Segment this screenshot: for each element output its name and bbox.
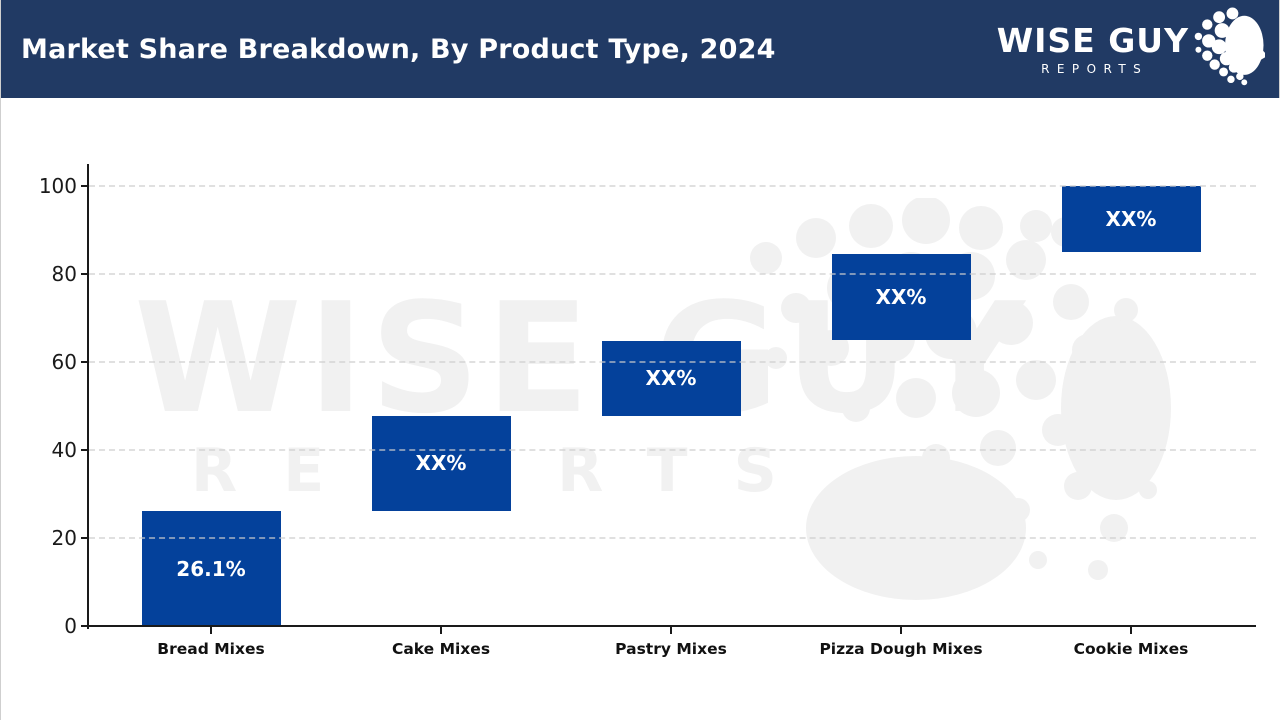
x-tick-label: Bread Mixes [157,640,265,658]
x-axis [87,625,1256,627]
page-title: Market Share Breakdown, By Product Type,… [21,33,776,65]
brand-subtitle: REPORTS [1041,61,1149,76]
brand-logo: WISE GUY REPORTS [997,7,1265,91]
y-tick-mark [81,273,89,275]
brand-head-icon [1194,7,1265,86]
y-tick-label: 20 [51,526,77,550]
x-tick-mark [210,627,212,634]
bar-segment: 26.1% [141,511,281,626]
gridline [89,537,1256,539]
bar-value-label: 26.1% [176,556,246,581]
gridline [89,449,1256,451]
chart-area: WISE GUY REPORTS 02040608010026.1%Bread … [1,98,1280,720]
x-tick-mark [440,627,442,634]
bar-segment: XX% [831,253,971,340]
brand-name: WISE GUY [996,20,1189,60]
y-tick-mark [81,449,89,451]
watermark-head-icon [750,198,1171,600]
y-tick-mark [81,185,89,187]
y-tick-mark [81,625,89,627]
bar-segment: XX% [601,340,741,416]
x-tick-label: Cookie Mixes [1073,640,1189,658]
y-tick-label: 0 [64,614,77,638]
x-tick-mark [670,627,672,634]
y-tick-label: 80 [51,262,77,286]
bar-value-label: XX% [645,366,697,391]
x-tick-label: Pizza Dough Mixes [819,640,983,658]
bar-value-label: XX% [875,284,927,309]
header: Market Share Breakdown, By Product Type,… [1,0,1279,98]
waterfall-chart: 0 20 40 60 80 100 26.1% Bread Mixes XX% Cake Mixe… [1,98,1280,720]
x-tick-label: Pastry Mixes [615,640,727,658]
y-tick-mark [81,361,89,363]
bar-segment: XX% [1061,186,1201,253]
y-tick-mark [81,537,89,539]
gridline [89,361,1256,363]
bar-segment: XX% [371,415,511,512]
bar-value-label: XX% [415,451,467,476]
y-tick-label: 60 [51,350,77,374]
bar-value-label: XX% [1105,207,1157,232]
y-tick-label: 100 [38,174,77,198]
x-tick-label: Cake Mixes [391,640,491,658]
brand-logo-text: WISE GUY REPORTS [997,24,1189,75]
y-tick-label: 40 [51,438,77,462]
x-tick-mark [1130,627,1132,634]
gridline [89,185,1256,187]
y-axis [87,164,89,629]
gridline [89,273,1256,275]
x-tick-mark [900,627,902,634]
